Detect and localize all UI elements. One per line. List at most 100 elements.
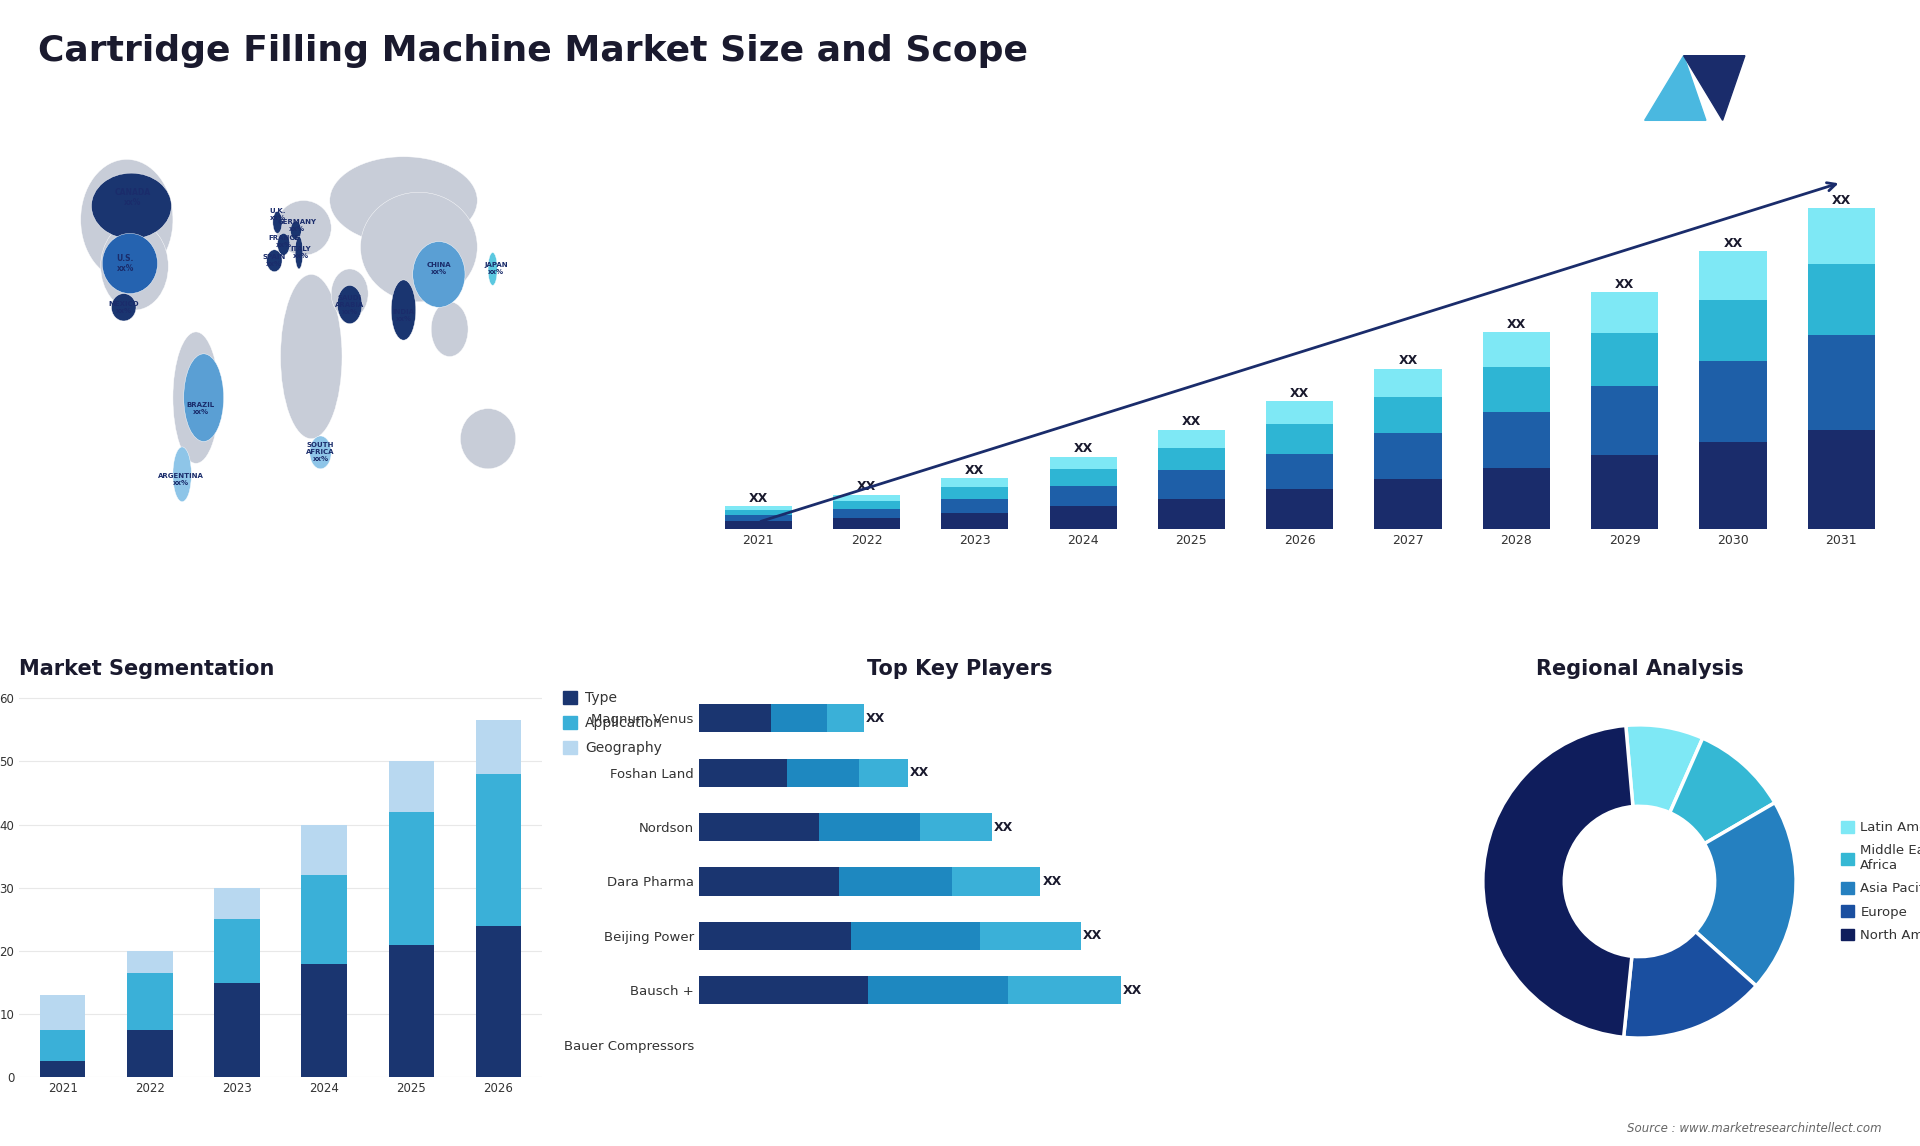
Bar bbox=[833, 509, 900, 518]
Bar bbox=[772, 704, 828, 732]
Text: MARKET: MARKET bbox=[1776, 56, 1828, 66]
Title: Regional Analysis: Regional Analysis bbox=[1536, 659, 1743, 678]
Bar bbox=[1699, 251, 1766, 300]
Bar bbox=[1807, 265, 1874, 336]
Ellipse shape bbox=[461, 409, 516, 469]
Bar bbox=[1008, 976, 1121, 1004]
Text: XX: XX bbox=[1398, 354, 1417, 367]
Ellipse shape bbox=[290, 221, 301, 241]
Bar bbox=[1158, 448, 1225, 471]
Text: XX: XX bbox=[966, 464, 985, 477]
Polygon shape bbox=[1684, 56, 1745, 120]
Text: INTELLECT: INTELLECT bbox=[1776, 105, 1841, 116]
Bar bbox=[941, 499, 1008, 512]
Text: RESEARCH: RESEARCH bbox=[1776, 81, 1841, 91]
Ellipse shape bbox=[184, 354, 223, 441]
Bar bbox=[1050, 470, 1117, 486]
Text: ARGENTINA
xx%: ARGENTINA xx% bbox=[157, 473, 204, 486]
Bar bbox=[787, 759, 860, 787]
Ellipse shape bbox=[276, 201, 332, 256]
Text: SAUDI
ARABIA
xx%: SAUDI ARABIA xx% bbox=[336, 295, 365, 314]
Bar bbox=[1050, 486, 1117, 507]
Bar bbox=[1482, 367, 1549, 411]
Bar bbox=[1592, 386, 1659, 455]
Ellipse shape bbox=[330, 157, 478, 244]
Text: XX: XX bbox=[910, 767, 929, 779]
Bar bbox=[301, 964, 348, 1077]
Bar bbox=[1375, 479, 1442, 529]
Bar bbox=[952, 868, 1041, 896]
Text: XX: XX bbox=[749, 492, 768, 504]
Bar bbox=[40, 995, 84, 1030]
Bar bbox=[1050, 457, 1117, 470]
Bar bbox=[40, 1061, 84, 1077]
Text: CHINA
xx%: CHINA xx% bbox=[426, 262, 451, 275]
Bar bbox=[476, 926, 520, 1077]
Ellipse shape bbox=[413, 242, 465, 307]
Bar bbox=[979, 921, 1081, 950]
Bar bbox=[1375, 433, 1442, 479]
Bar bbox=[699, 976, 868, 1004]
Title: Top Key Players: Top Key Players bbox=[868, 659, 1052, 678]
Bar bbox=[1807, 430, 1874, 529]
Bar bbox=[1807, 336, 1874, 430]
Bar bbox=[127, 1030, 173, 1077]
Wedge shape bbox=[1670, 738, 1774, 843]
Bar bbox=[1482, 332, 1549, 367]
Text: XX: XX bbox=[1123, 983, 1142, 997]
Bar bbox=[1592, 292, 1659, 333]
Bar bbox=[1699, 361, 1766, 442]
Ellipse shape bbox=[267, 250, 282, 272]
Ellipse shape bbox=[432, 301, 468, 356]
Bar bbox=[40, 1030, 84, 1061]
Text: MEXICO
xx%: MEXICO xx% bbox=[108, 300, 138, 314]
Text: SOUTH
AFRICA
xx%: SOUTH AFRICA xx% bbox=[307, 442, 334, 462]
Wedge shape bbox=[1626, 725, 1703, 813]
Wedge shape bbox=[1695, 802, 1795, 986]
Bar bbox=[1807, 209, 1874, 265]
Circle shape bbox=[1565, 807, 1715, 957]
Text: XX: XX bbox=[1290, 386, 1309, 400]
Bar bbox=[851, 921, 979, 950]
Text: XX: XX bbox=[856, 480, 876, 494]
Bar bbox=[820, 813, 920, 841]
Bar bbox=[724, 521, 791, 529]
Bar bbox=[1050, 507, 1117, 529]
Legend: Type, Application, Geography: Type, Application, Geography bbox=[557, 685, 668, 761]
Legend: Latin America, Middle East &
Africa, Asia Pacific, Europe, North America: Latin America, Middle East & Africa, Asi… bbox=[1836, 816, 1920, 948]
Bar bbox=[388, 761, 434, 813]
Bar bbox=[1592, 455, 1659, 529]
Text: XX: XX bbox=[1043, 874, 1062, 888]
Text: XX: XX bbox=[1083, 929, 1102, 942]
Bar bbox=[1699, 442, 1766, 529]
Wedge shape bbox=[1482, 725, 1632, 1037]
Ellipse shape bbox=[173, 447, 192, 502]
Bar bbox=[1482, 411, 1549, 468]
Text: XX: XX bbox=[1507, 317, 1526, 331]
Ellipse shape bbox=[81, 159, 173, 280]
Ellipse shape bbox=[100, 222, 169, 311]
Text: U.K.
xx%: U.K. xx% bbox=[269, 207, 286, 221]
Bar bbox=[839, 868, 952, 896]
Text: XX: XX bbox=[866, 712, 885, 724]
Bar bbox=[868, 976, 1008, 1004]
Text: Market Segmentation: Market Segmentation bbox=[19, 659, 275, 678]
Bar bbox=[1265, 454, 1332, 489]
Text: FRANCE
xx%: FRANCE xx% bbox=[269, 235, 300, 248]
Ellipse shape bbox=[296, 236, 303, 269]
Bar bbox=[388, 813, 434, 944]
Text: XX: XX bbox=[1615, 277, 1634, 291]
Bar bbox=[476, 721, 520, 774]
Text: Cartridge Filling Machine Market Size and Scope: Cartridge Filling Machine Market Size an… bbox=[38, 34, 1029, 69]
Text: Source : www.marketresearchintellect.com: Source : www.marketresearchintellect.com bbox=[1626, 1122, 1882, 1135]
Bar bbox=[828, 704, 864, 732]
Bar bbox=[699, 813, 820, 841]
Bar bbox=[699, 921, 851, 950]
Bar bbox=[699, 868, 839, 896]
Bar bbox=[388, 944, 434, 1077]
Text: XX: XX bbox=[1724, 237, 1743, 250]
Bar bbox=[1482, 468, 1549, 529]
Bar bbox=[941, 487, 1008, 499]
Bar bbox=[833, 518, 900, 529]
Ellipse shape bbox=[392, 280, 417, 340]
